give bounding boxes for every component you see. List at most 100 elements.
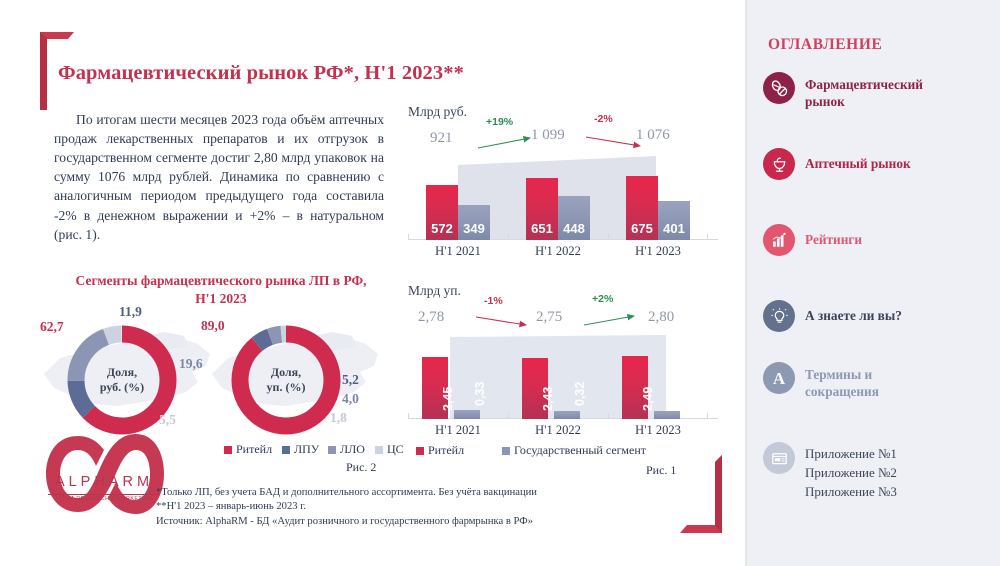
sidebar-item-label: Фармацевтический рынок	[805, 72, 923, 110]
toc-title: ОГЛАВЛЕНИЕ	[768, 36, 883, 53]
mortar-bowl-icon	[763, 148, 795, 180]
pills-icon-glyph	[771, 79, 787, 96]
mortar-bowl-icon-glyph	[773, 157, 785, 172]
arrow-up-icon	[584, 313, 636, 326]
donut-slice-retail	[67, 325, 177, 435]
bar-state	[554, 411, 580, 419]
chart-packs-bars: 2,45 0,33 2,43 0,32 2,49 0,31	[408, 309, 718, 419]
total-label: 2,80	[648, 309, 675, 325]
donut-title-line1: Сегменты фармацевтического рынка ЛП в РФ…	[75, 273, 367, 288]
legend-label: ЛЛО	[340, 442, 365, 456]
axis-tick	[608, 234, 609, 240]
bar-retail: 675	[626, 176, 658, 240]
delta-label: -2%	[594, 113, 613, 125]
axis-tick	[707, 413, 708, 419]
chart-money-x-labels: H'1 2021 H'1 2022 H'1 2023	[408, 244, 718, 264]
donut-center-line2: уп. (%)	[266, 380, 306, 394]
bar-value: 2,49	[641, 386, 655, 411]
legend-item-lpu: ЛПУ	[282, 442, 319, 457]
axis-tick	[508, 234, 509, 240]
legend-item-state: Государственный сегмент	[502, 443, 646, 458]
donut-center-line1: Доля,	[106, 365, 138, 379]
alpharm-logo: ALPHARM ALPHA RESEARCH & MARKETING	[38, 424, 168, 519]
axis-tick	[608, 413, 609, 419]
donut-section: Сегменты фармацевтического рынка ЛП в РФ…	[40, 272, 404, 474]
appendix-1[interactable]: Приложение №1	[805, 446, 897, 461]
sidebar-item-ratings[interactable]: Рейтинги	[763, 224, 995, 256]
main-content: Фармацевтический рынок РФ*, H'1 2023** П…	[38, 32, 722, 533]
legend-item-retail: Ритейл	[416, 443, 464, 458]
label-line-1: Термины и	[805, 367, 873, 382]
donut-share-pack: Доля, уп. (%)	[228, 322, 344, 438]
appendix-3[interactable]: Приложение №3	[805, 484, 897, 499]
donut-rub-label-retail: 62,7	[40, 319, 64, 334]
document-icon-glyph	[771, 452, 787, 464]
sidebar-item-label: Приложение №1 Приложение №2 Приложение №…	[805, 442, 897, 501]
bar-retail: 651	[526, 178, 558, 240]
bar-value: 675	[631, 221, 653, 236]
delta-label: +19%	[486, 116, 514, 128]
x-tick-label: H'1 2021	[435, 423, 481, 437]
sidebar-item-appendices[interactable]: Приложение №1 Приложение №2 Приложение №…	[763, 442, 995, 501]
donut-share-pack-center: Доля, уп. (%)	[228, 322, 344, 438]
bar-retail: 2,49	[622, 356, 655, 419]
footnote-source: Источник: AlphaRM - БД «Аудит розничного…	[156, 515, 533, 527]
label-line-1: А знаете ли вы?	[805, 308, 902, 323]
total-label: 1 099	[531, 127, 565, 143]
sidebar-item-label: Аптечный рынок	[805, 148, 911, 172]
donut-share-rub: Доля, руб. (%)	[64, 322, 180, 438]
page-title: Фармацевтический рынок РФ*, H'1 2023**	[58, 61, 464, 84]
label-line-2: сокращения	[805, 384, 879, 399]
alpha-symbol-icon	[46, 434, 164, 514]
chart-packs-x-labels: H'1 2021 H'1 2022 H'1 2023	[408, 423, 718, 443]
logo-tagline: ALPHA RESEARCH & MARKETING	[55, 496, 153, 502]
sidebar-item-pharma-market[interactable]: Фармацевтический рынок	[763, 72, 995, 110]
letter-a-icon: A	[763, 362, 795, 394]
legend-swatch-icon	[502, 447, 510, 455]
legend-item-llo: ЛЛО	[328, 442, 365, 457]
logo-wordmark: ALPHARM	[54, 474, 154, 490]
bar-value: 572	[431, 221, 453, 236]
chart-money-rub: Млрд руб. 921 1 099 1 076 +19% -2%	[408, 104, 718, 264]
bar-state: 448	[558, 196, 590, 240]
arrow-up-icon	[478, 136, 532, 149]
pills-icon	[763, 72, 795, 104]
letter-a-glyph: A	[772, 368, 786, 388]
bar-retail: 2,43	[522, 358, 555, 419]
corner-bracket-bottom-right	[680, 455, 722, 533]
logo-divider	[48, 494, 160, 495]
figure-caption-2: Рис. 2	[346, 460, 377, 474]
donut-rub-label-lpu: 11,9	[119, 304, 142, 319]
axis-tick	[508, 413, 509, 419]
total-label: 921	[430, 130, 453, 146]
delta-label: +2%	[592, 293, 614, 305]
legend-label: ЛПУ	[294, 442, 320, 456]
chart-packs-total-band	[450, 335, 666, 419]
lightbulb-icon	[763, 300, 795, 332]
delta-label: -1%	[484, 295, 503, 307]
donut-pack-label-cs: 1,8	[330, 410, 347, 425]
sidebar-item-pharmacy-market[interactable]: Аптечный рынок	[763, 148, 995, 180]
total-label: 2,78	[418, 309, 445, 325]
donut-title-line2: H'1 2023	[195, 291, 247, 306]
legend-swatch-icon	[375, 446, 383, 454]
sidebar-item-label: А знаете ли вы?	[805, 300, 902, 324]
footnote-2: **H'1 2023 – январь-июнь 2023 г.	[156, 501, 307, 513]
x-tick-label: H'1 2022	[535, 244, 581, 258]
donut-pack-label-retail: 89,0	[201, 318, 225, 333]
appendix-2[interactable]: Приложение №2	[805, 465, 897, 480]
sidebar-item-terms[interactable]: A Термины и сокращения	[763, 362, 995, 400]
legend-swatch-icon	[282, 446, 290, 454]
bar-value: 349	[463, 221, 485, 236]
x-tick-label: H'1 2022	[535, 423, 581, 437]
donut-slice-cs	[231, 325, 341, 435]
axis-tick	[408, 413, 409, 419]
bar-value: 2,45	[441, 386, 455, 411]
donut-rub-label-cs: 5,5	[159, 412, 176, 427]
donut-share-pack-svg	[231, 325, 341, 435]
sidebar-item-label: Рейтинги	[805, 224, 862, 248]
donut-legend: Ритейл ЛПУ ЛЛО ЦС	[224, 442, 414, 460]
sidebar-item-did-you-know[interactable]: А знаете ли вы?	[763, 300, 995, 332]
bar-value: 448	[563, 221, 585, 236]
total-label: 2,75	[536, 309, 563, 325]
